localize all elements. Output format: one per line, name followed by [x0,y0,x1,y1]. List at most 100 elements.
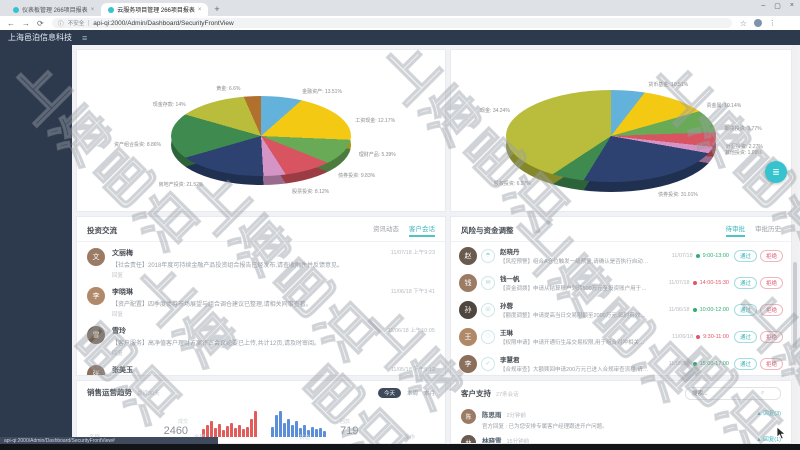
segment-week[interactable]: 本周 [406,390,418,397]
avatar: 李 [87,287,105,305]
request-text: 【风控预警】组合A仓位触发一级预警,请确认是否执行自动减仓指令。 [500,259,650,265]
pie-slice-label: 金融资产: 13.51% [302,89,342,96]
reload-button[interactable]: ⟳ [37,18,44,28]
reject-button[interactable]: 拒绝 [759,276,783,289]
segment-month[interactable]: 本月 [423,390,435,397]
browser-menu-icon[interactable]: ⋮ [768,20,776,27]
hamburger-menu-icon[interactable]: ≡ [82,32,88,43]
customer-support-panel: 客户支持 27条会话 ⌕ 陈 陈思雨 2分钟前 官方回复 : 已为您安排专属客户… [450,380,792,444]
message-type-icon: ☏ [481,302,495,317]
forward-button[interactable]: → [22,18,30,28]
status-dot [692,361,697,366]
search-input[interactable] [690,389,758,398]
scrollbar-track[interactable] [792,45,798,444]
scrollbar-thumb[interactable] [793,262,797,348]
chat-list-item[interactable]: 雪 雪玲 【客户服务】高净值客户理财方案评审会议纪要已上传,共计12页,请及时审… [77,320,445,359]
sales-trend-panel: 销售运营趋势 最近30天 今天 本周 本月 成交 2460 回款 719 名称 … [76,380,446,444]
message-type-icon: ☂ [481,248,495,263]
timestamp: 15分钟前 [506,439,530,444]
reply-count-link[interactable]: ▲ 回复(1) [756,437,781,443]
url-text: api-qi:2000/Admin/Dashboard/SecurityFron… [93,19,234,27]
reject-button[interactable]: 拒绝 [759,249,783,262]
panel-title: 销售运营趋势 [87,388,132,397]
request-date: 11/06/18 [672,333,694,340]
status-dot [695,253,700,258]
address-bar[interactable]: ⓘ 不安全 api-qi:2000/Admin/Dashboard/Securi… [51,18,732,28]
request-text: 【额度调整】申请提高当日交易限额至2000万元,临时有效期1天。 [500,313,650,319]
panel-title: 客户支持 [461,389,491,398]
request-text: 【资金调拨】申请从结算账户划转500万元至投资账户用于基金申购。 [500,286,650,292]
approve-button[interactable]: 通过 [733,276,757,289]
approve-button[interactable]: 通过 [733,249,757,262]
pie-slice-label: 债券投资: 31.01% [658,192,698,199]
pie-slice-label: 现金: 34.24% [480,107,510,114]
reply-count-link[interactable]: ▲ 回复(3) [756,411,781,417]
segment-today[interactable]: 今天 [377,387,401,398]
tab-close-icon[interactable]: × [197,6,202,13]
bar [214,428,218,437]
pie-slice-label: 房地产投资: 21.52% [158,182,204,189]
security-info-icon[interactable]: ⓘ [57,21,64,28]
reject-button[interactable]: 拒绝 [759,330,783,343]
assistant-fab-button[interactable]: ≣ [765,161,787,183]
browser-toolbar: ← → ⟳ ⓘ 不安全 api-qi:2000/Admin/Dashboard/… [0,16,800,31]
risk-list: 赵 ☂ 赵晓丹 【风控预警】组合A仓位触发一级预警,请确认是否执行自动减仓指令。… [451,242,791,375]
bar [218,424,222,437]
user-name: 李晓琳 [112,289,133,296]
search-icon: ⌕ [761,390,765,396]
bar [287,419,291,437]
reply-text: 官方回复 : 已为您安排专属客户经理跟进开户问题。 [482,424,608,430]
approve-button[interactable]: 通过 [733,357,757,370]
bar [226,426,230,437]
window-close-button[interactable]: × [789,2,794,9]
tab-news[interactable]: 资讯动态 [373,226,399,233]
pie-slice-label: 贵金属: 10.14% [706,103,742,110]
bookmark-star-icon[interactable]: ☆ [739,18,747,28]
tab-close-icon[interactable]: × [90,6,95,13]
chat-list-item[interactable]: 李 李晓琳 【资产配置】四季度债券市场展望与组合调仓建议已整理,请相关同事查看。… [77,281,445,320]
chat-list-item[interactable]: 文 文丽梅 【社会责任】2018年度可持续金融产品投资组合报告已经发布,请查收附… [77,242,445,281]
search-box[interactable]: ⌕ [685,387,781,400]
profile-avatar[interactable] [753,19,762,27]
window-maximize-button[interactable]: ▢ [774,3,781,10]
timestamp: 2分钟前 [506,413,527,419]
status-dot [696,334,701,339]
reject-button[interactable]: 拒绝 [759,303,783,316]
tab-pending[interactable]: 待审批 [725,223,745,237]
status-bar-url: api-qi:2000/Admin/Dashboard/SecurityFron… [0,437,218,445]
back-button[interactable]: ← [7,18,15,28]
taskbar-strip [0,444,800,450]
bar [210,421,214,437]
chat-list-item[interactable]: 张 张美玉 【风险提示】近期外汇市场波动加大,请注意控制仓位并做好对冲安排。 回… [77,359,445,375]
metric-label: 成交 [178,419,189,425]
reject-button[interactable]: 拒绝 [759,357,783,370]
user-name: 王琳 [500,330,513,337]
metric-value: 2460 [163,425,189,437]
support-list-item[interactable]: 陈 陈思雨 2分钟前 官方回复 : 已为您安排专属客户经理跟进开户问题。 ▲ 回… [451,404,791,430]
approve-button[interactable]: 通过 [733,303,757,316]
support-list-item[interactable]: 林 林晓雪 15分钟前 官方回复 : 资料已收到,审核通过后将短信通知您。 ▲ … [451,430,791,444]
window-minimize-button[interactable]: – [761,2,766,9]
reply-link[interactable]: 回复 [112,273,124,279]
message-type-icon: ✉ [481,275,495,290]
bar [254,411,258,437]
col-actions: 操作 [403,435,415,441]
pie-slice-label: 股权投资: 6.97% [493,181,531,188]
app-header: 上海邑泊信息科技 ≡ [0,30,800,45]
status-dot [692,307,697,312]
tab-history[interactable]: 审批历史 [755,226,781,233]
browser-tab-1[interactable]: 仪表板管理 266项目报表 × [6,3,101,16]
reply-link[interactable]: 回复 [112,312,124,318]
new-tab-button[interactable]: + [214,4,220,14]
message-text: 【客户服务】高净值客户理财方案评审会议纪要已上传,共计12页,请及时审阅。 [112,341,321,347]
tab-customer-session[interactable]: 客户会话 [409,223,435,237]
reply-link[interactable]: 回复 [112,351,124,357]
user-name: 李慧君 [500,357,520,364]
bar [319,428,323,437]
approve-button[interactable]: 通过 [733,330,757,343]
bar [307,430,311,437]
payment-metric: 回款 719 [340,418,358,437]
browser-tab-2[interactable]: 云服务项目管理 266项目报表 × [101,3,209,16]
fund-source-pie-card: 货币基金: 10.51% 贵金属: 10.14% 期货投资: 3.77% 外汇投资: … [450,49,792,212]
assistant-icon: ≣ [772,166,780,177]
